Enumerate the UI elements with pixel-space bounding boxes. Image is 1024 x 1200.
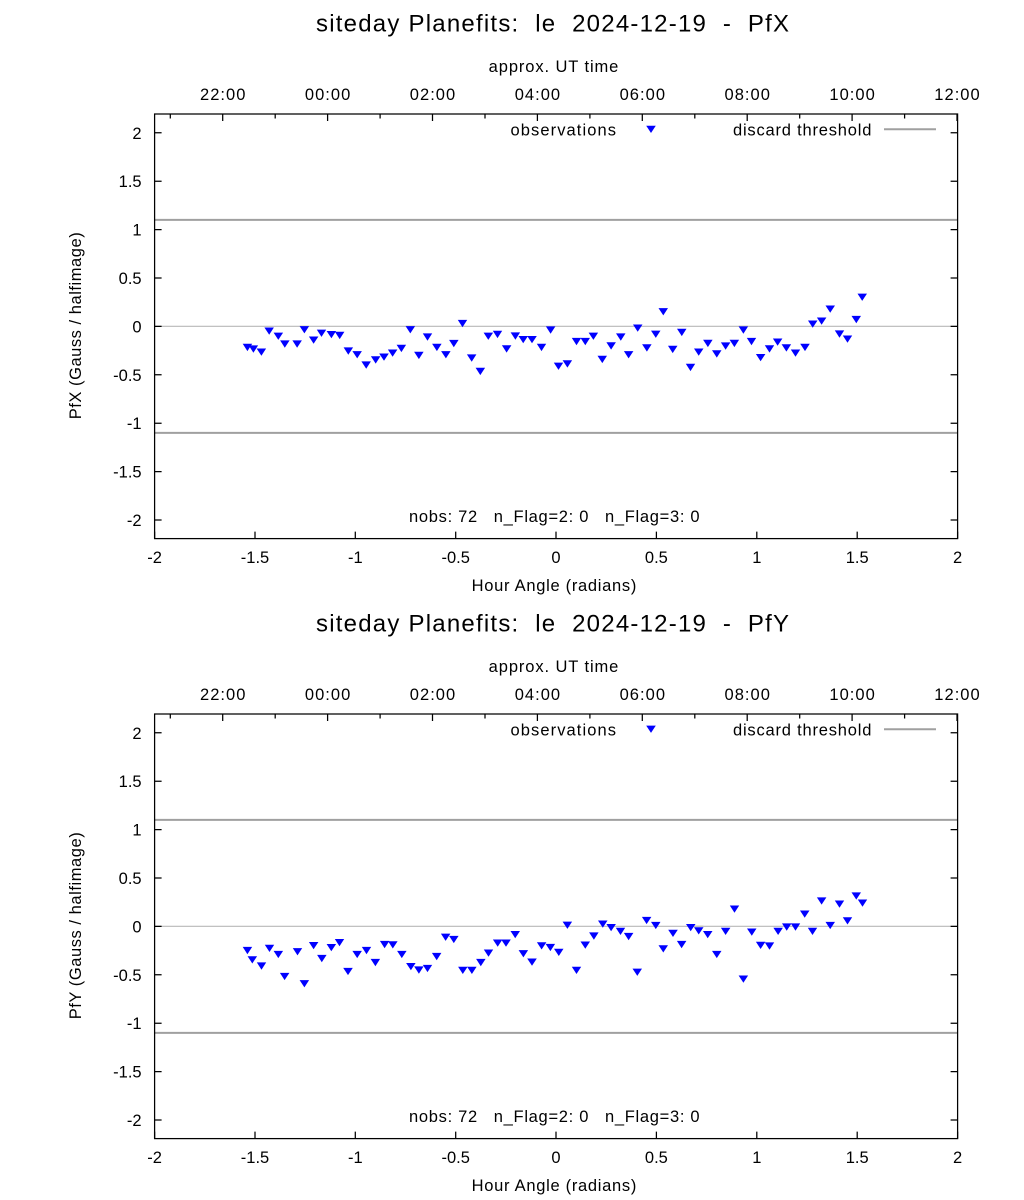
svg-text:0: 0 — [132, 918, 141, 936]
svg-text:1: 1 — [132, 222, 141, 240]
svg-text:Hour Angle (radians): Hour Angle (radians) — [472, 577, 637, 595]
svg-text:-0.5: -0.5 — [113, 967, 141, 985]
svg-text:1.5: 1.5 — [846, 549, 869, 567]
svg-text:-1.5: -1.5 — [113, 1064, 141, 1082]
svg-text:-1.5: -1.5 — [241, 1149, 269, 1167]
svg-text:0.5: 0.5 — [119, 270, 142, 288]
svg-text:2: 2 — [132, 725, 141, 743]
svg-text:observations: observations — [511, 722, 617, 740]
svg-text:nobs: 72 n_Flag=2: 0 n_Fla: nobs: 72 n_Flag=2: 0 n_Flag=3: 0 — [409, 1108, 700, 1126]
svg-text:1: 1 — [132, 822, 141, 840]
svg-text:-0.5: -0.5 — [441, 1149, 469, 1167]
svg-text:02:00: 02:00 — [410, 686, 455, 704]
svg-text:0: 0 — [551, 1149, 560, 1167]
svg-text:00:00: 00:00 — [305, 686, 350, 704]
svg-text:22:00: 22:00 — [200, 686, 245, 704]
svg-text:22:00: 22:00 — [200, 86, 245, 104]
svg-text:PfY (Gauss / halfimage): PfY (Gauss / halfimage) — [67, 832, 85, 1019]
svg-text:0.5: 0.5 — [645, 549, 668, 567]
svg-text:06:00: 06:00 — [620, 86, 665, 104]
svg-text:-1.5: -1.5 — [241, 549, 269, 567]
svg-text:nobs: 72 n_Flag=2: 0 n_Fla: nobs: 72 n_Flag=2: 0 n_Flag=3: 0 — [409, 508, 700, 526]
svg-text:siteday Planefits: le 2024-1: siteday Planefits: le 2024-12-19 - PfX — [316, 11, 789, 38]
svg-text:0: 0 — [551, 549, 560, 567]
svg-text:approx. UT time: approx. UT time — [489, 658, 619, 676]
svg-text:08:00: 08:00 — [725, 686, 770, 704]
svg-text:-2: -2 — [147, 1149, 162, 1167]
svg-text:observations: observations — [511, 122, 617, 140]
svg-text:PfX (Gauss / halfimage): PfX (Gauss / halfimage) — [67, 232, 85, 419]
svg-text:10:00: 10:00 — [829, 686, 874, 704]
svg-text:04:00: 04:00 — [515, 86, 560, 104]
svg-text:-1: -1 — [348, 1149, 363, 1167]
svg-text:1.5: 1.5 — [119, 173, 142, 191]
svg-text:00:00: 00:00 — [305, 86, 350, 104]
svg-text:approx. UT time: approx. UT time — [489, 58, 619, 76]
svg-text:-2: -2 — [147, 549, 162, 567]
svg-text:08:00: 08:00 — [725, 86, 770, 104]
svg-text:-1: -1 — [348, 549, 363, 567]
svg-text:0: 0 — [132, 318, 141, 336]
svg-text:discard threshold: discard threshold — [733, 722, 871, 740]
svg-text:12:00: 12:00 — [934, 86, 979, 104]
svg-text:2: 2 — [953, 549, 962, 567]
svg-text:-1.5: -1.5 — [113, 464, 141, 482]
svg-text:1.5: 1.5 — [119, 773, 142, 791]
svg-text:-0.5: -0.5 — [113, 367, 141, 385]
svg-text:-2: -2 — [127, 512, 142, 530]
svg-text:-0.5: -0.5 — [441, 549, 469, 567]
svg-text:-1: -1 — [127, 415, 142, 433]
svg-text:0.5: 0.5 — [119, 870, 142, 888]
svg-text:2: 2 — [953, 1149, 962, 1167]
svg-text:1: 1 — [752, 549, 761, 567]
svg-text:siteday Planefits: le 2024-1: siteday Planefits: le 2024-12-19 - PfY — [316, 611, 789, 638]
svg-text:0.5: 0.5 — [645, 1149, 668, 1167]
svg-text:discard threshold: discard threshold — [733, 122, 871, 140]
svg-text:-2: -2 — [127, 1112, 142, 1130]
svg-text:1.5: 1.5 — [846, 1149, 869, 1167]
svg-text:1: 1 — [752, 1149, 761, 1167]
svg-text:06:00: 06:00 — [620, 686, 665, 704]
svg-text:10:00: 10:00 — [829, 86, 874, 104]
svg-text:02:00: 02:00 — [410, 86, 455, 104]
svg-text:2: 2 — [132, 125, 141, 143]
svg-text:04:00: 04:00 — [515, 686, 560, 704]
svg-text:-1: -1 — [127, 1015, 142, 1033]
svg-text:Hour Angle (radians): Hour Angle (radians) — [472, 1177, 637, 1195]
svg-text:12:00: 12:00 — [934, 686, 979, 704]
